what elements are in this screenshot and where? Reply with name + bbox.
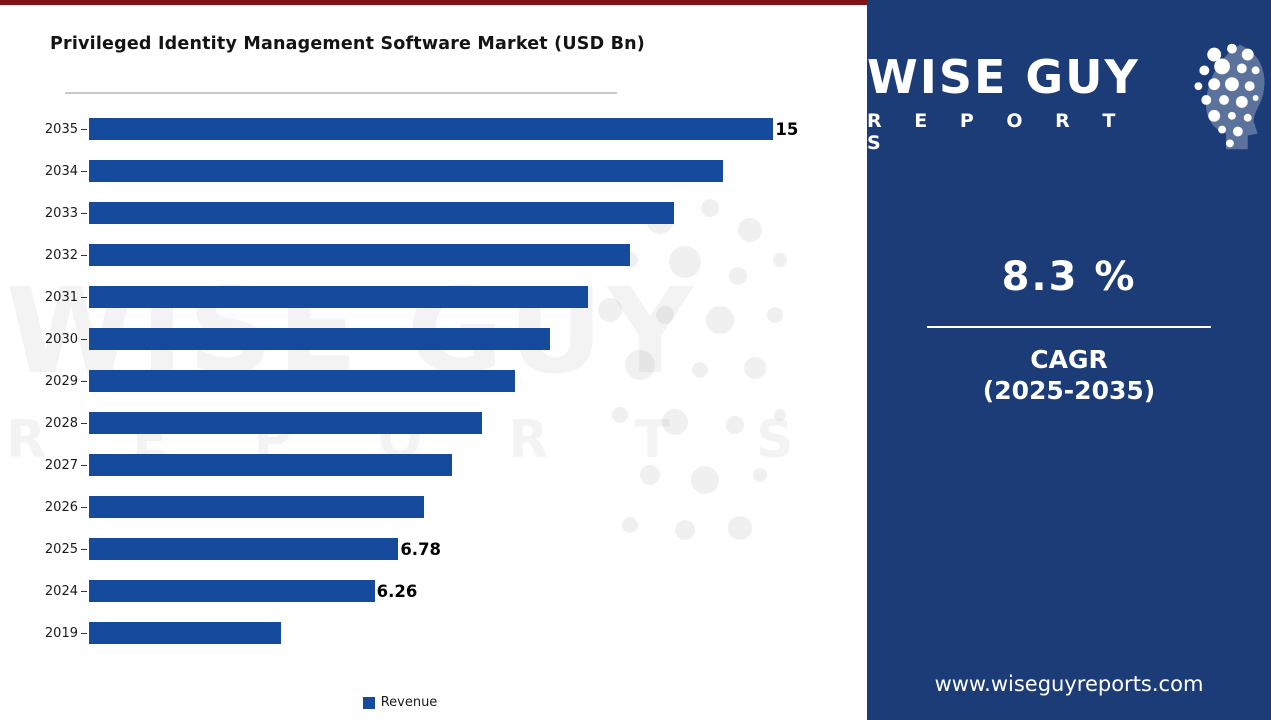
y-axis-tick [81, 548, 87, 550]
y-axis-tick [81, 128, 87, 130]
bar-value-label: 15 [775, 119, 799, 139]
revenue-bar [89, 580, 375, 602]
bar-row: 2032 [20, 234, 819, 276]
revenue-bar [89, 202, 675, 224]
bar-track [89, 370, 819, 392]
revenue-bar [89, 496, 424, 518]
legend-swatch-revenue [362, 696, 375, 709]
cagr-label: CAGR (2025-2035) [983, 344, 1155, 407]
bar-track [89, 496, 819, 518]
logo-wordmark-line2: R E P O R T S [867, 110, 1129, 154]
cagr-label-line1: CAGR [1030, 345, 1108, 374]
bar-row: 2033 [20, 192, 819, 234]
revenue-bar [89, 538, 399, 560]
y-axis-label: 2026 [44, 499, 78, 515]
bar-value-label: 6.78 [400, 539, 442, 559]
title-divider [65, 92, 617, 94]
bar-track [89, 328, 819, 350]
revenue-bar [89, 412, 482, 434]
cagr-divider [927, 326, 1211, 328]
y-axis-label: 2028 [44, 415, 78, 431]
bar-row: 2019 [20, 612, 819, 654]
y-axis-label: 2033 [44, 205, 78, 221]
revenue-bar [89, 160, 724, 182]
revenue-bar [89, 286, 589, 308]
revenue-bar [89, 118, 774, 140]
revenue-bar [89, 622, 281, 644]
y-axis-label: 2034 [44, 163, 78, 179]
logo-wordmark: WISE GUY R E P O R T S [867, 54, 1171, 154]
bar-row: 2028 [20, 402, 819, 444]
logo-wordmark-line1: WISE GUY [867, 50, 1140, 104]
website-url[interactable]: www.wiseguyreports.com [934, 672, 1204, 696]
bar-track [89, 622, 819, 644]
bar-row: 2031 [20, 276, 819, 318]
y-axis-tick [81, 296, 87, 298]
bar-row: 2026 [20, 486, 819, 528]
y-axis-label: 2030 [44, 331, 78, 347]
bar-row: 2025 6.78 [20, 528, 819, 570]
bar-track [89, 286, 819, 308]
bar-row: 2035 15 [20, 108, 819, 150]
y-axis-tick [81, 590, 87, 592]
y-axis-label: 2027 [44, 457, 78, 473]
y-axis-tick [81, 254, 87, 256]
bar-track [89, 412, 819, 434]
y-axis-label: 2025 [44, 541, 78, 557]
y-axis-label: 2019 [44, 625, 78, 641]
bar-track: 15 [89, 118, 819, 140]
bar-row: 2034 [20, 150, 819, 192]
bar-value-label: 6.26 [376, 581, 418, 601]
bar-row: 2029 [20, 360, 819, 402]
bar-track: 6.78 [89, 538, 819, 560]
y-axis-label: 2032 [44, 247, 78, 263]
bar-row: 2027 [20, 444, 819, 486]
bar-row: 2024 6.26 [20, 570, 819, 612]
y-axis-tick [81, 632, 87, 634]
legend: Revenue [0, 695, 800, 710]
y-axis-tick [81, 338, 87, 340]
y-axis-tick [81, 212, 87, 214]
y-axis-tick [81, 380, 87, 382]
y-axis-label: 2035 [44, 121, 78, 137]
bar-track [89, 454, 819, 476]
legend-label-revenue: Revenue [380, 695, 438, 710]
bar-track [89, 160, 819, 182]
bar-track [89, 202, 819, 224]
revenue-bar [89, 328, 550, 350]
y-axis-tick [81, 170, 87, 172]
y-axis-label: 2031 [44, 289, 78, 305]
revenue-bar [89, 454, 452, 476]
bar-row: 2030 [20, 318, 819, 360]
brand-panel: WISE GUY R E P O R T S 8.3 % CAGR [867, 0, 1271, 720]
bar-track: 6.26 [89, 580, 819, 602]
bar-chart: 2035 15 2034 2033 2032 2031 2030 2029 2028 2027 20… [20, 108, 819, 654]
bar-track [89, 244, 819, 266]
y-axis-label: 2024 [44, 583, 78, 599]
logo-head-icon [1194, 43, 1265, 150]
top-accent-strip [0, 0, 867, 5]
brand-logo: WISE GUY R E P O R T S [867, 43, 1271, 158]
y-axis-tick [81, 506, 87, 508]
cagr-value: 8.3 % [1001, 254, 1137, 300]
y-axis-tick [81, 422, 87, 424]
revenue-bar [89, 244, 630, 266]
cagr-label-line2: (2025-2035) [982, 376, 1156, 406]
chart-title: Privileged Identity Management Software … [50, 34, 645, 54]
revenue-bar [89, 370, 515, 392]
chart-pane: Privileged Identity Management Software … [0, 0, 867, 710]
y-axis-tick [81, 464, 87, 466]
y-axis-label: 2029 [44, 373, 78, 389]
